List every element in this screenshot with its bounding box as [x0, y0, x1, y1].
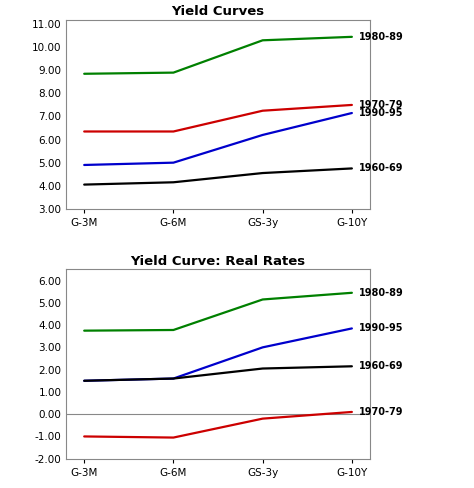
- Text: 1960-69: 1960-69: [359, 361, 403, 371]
- Text: 1980-89: 1980-89: [359, 288, 403, 298]
- Title: Yield Curve: Real Rates: Yield Curve: Real Rates: [130, 255, 306, 268]
- Text: 1970-79: 1970-79: [359, 100, 403, 110]
- Text: 1970-79: 1970-79: [359, 407, 403, 417]
- Text: 1990-95: 1990-95: [359, 108, 403, 118]
- Text: 1990-95: 1990-95: [359, 324, 403, 333]
- Text: 1980-89: 1980-89: [359, 32, 403, 42]
- Text: 1960-69: 1960-69: [359, 163, 403, 173]
- Title: Yield Curves: Yield Curves: [172, 5, 264, 19]
